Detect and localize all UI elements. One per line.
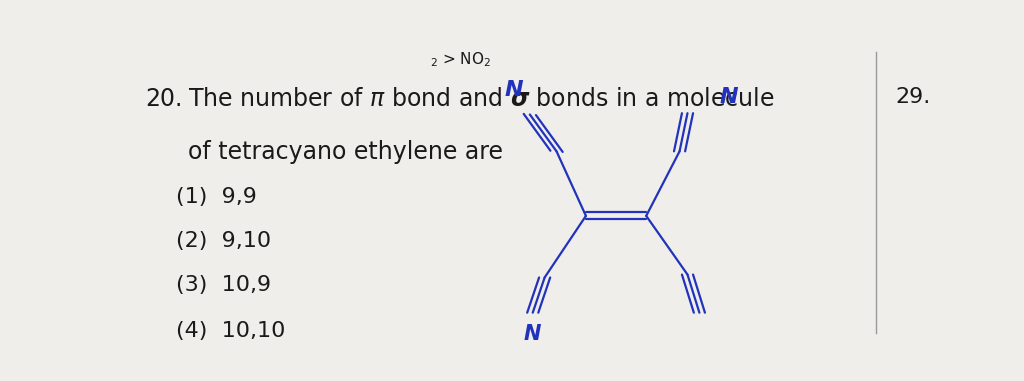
Text: N: N [524, 325, 542, 344]
Text: 20.: 20. [145, 87, 183, 111]
Text: (4)  10,10: (4) 10,10 [176, 322, 285, 341]
Text: N: N [505, 80, 523, 100]
Text: N: N [719, 87, 738, 107]
Text: (1)  9,9: (1) 9,9 [176, 187, 256, 207]
Text: (2)  9,10: (2) 9,10 [176, 231, 270, 251]
Text: of tetracyano ethylene are: of tetracyano ethylene are [187, 139, 503, 163]
Text: 29.: 29. [895, 87, 931, 107]
Text: The number of $\pi$ bond and $\boldsymbol{\sigma}$ bonds in a molecule: The number of $\pi$ bond and $\boldsymbo… [187, 87, 774, 111]
Text: $_2$ > NO$_2$: $_2$ > NO$_2$ [430, 50, 490, 69]
Text: (3)  10,9: (3) 10,9 [176, 275, 270, 295]
